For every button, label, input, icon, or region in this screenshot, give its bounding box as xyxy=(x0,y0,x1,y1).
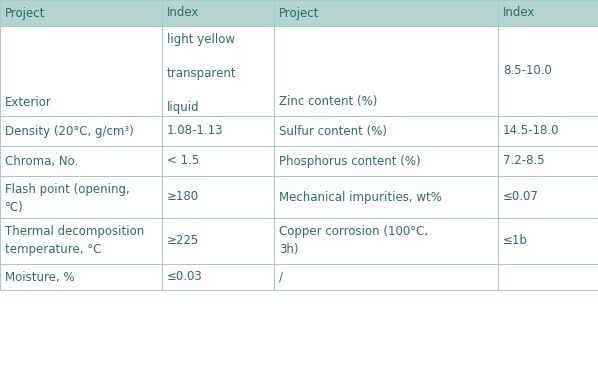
Bar xyxy=(498,146,598,176)
Text: 1.08-1.13: 1.08-1.13 xyxy=(167,124,224,138)
Text: Sulfur content (%): Sulfur content (%) xyxy=(279,124,387,138)
Text: light yellow

transparent

liquid: light yellow transparent liquid xyxy=(167,33,237,115)
Text: Thermal decomposition
temperature, °C: Thermal decomposition temperature, °C xyxy=(5,225,144,255)
Bar xyxy=(274,218,498,264)
Bar xyxy=(0,264,162,290)
Text: Mechanical impurities, wt%: Mechanical impurities, wt% xyxy=(279,190,442,203)
Bar xyxy=(162,218,274,264)
Text: Index: Index xyxy=(503,7,535,19)
Bar xyxy=(498,264,598,290)
Bar xyxy=(274,264,498,290)
Bar xyxy=(0,116,162,146)
Text: 8.5-10.0: 8.5-10.0 xyxy=(503,65,552,77)
Text: Zinc content (%): Zinc content (%) xyxy=(279,95,377,109)
Text: Index: Index xyxy=(167,7,199,19)
Bar xyxy=(162,264,274,290)
Bar xyxy=(274,0,498,26)
Bar xyxy=(162,0,274,26)
Bar xyxy=(498,116,598,146)
Text: /: / xyxy=(279,270,283,283)
Text: ≥180: ≥180 xyxy=(167,190,199,203)
Text: Copper corrosion (100°C,
3h): Copper corrosion (100°C, 3h) xyxy=(279,225,428,255)
Bar xyxy=(162,176,274,218)
Bar xyxy=(274,176,498,218)
Text: ≤1b: ≤1b xyxy=(503,235,528,247)
Bar xyxy=(0,176,162,218)
Bar xyxy=(0,146,162,176)
Text: 7.2-8.5: 7.2-8.5 xyxy=(503,155,545,167)
Text: Exterior: Exterior xyxy=(5,95,52,109)
Text: Flash point (opening,
°C): Flash point (opening, °C) xyxy=(5,184,130,214)
Text: Density (20°C, g/cm³): Density (20°C, g/cm³) xyxy=(5,124,134,138)
Text: ≥225: ≥225 xyxy=(167,235,199,247)
Bar xyxy=(498,176,598,218)
Bar xyxy=(274,116,498,146)
Bar xyxy=(0,26,162,116)
Bar xyxy=(498,0,598,26)
Bar xyxy=(274,146,498,176)
Text: Moisture, %: Moisture, % xyxy=(5,270,75,283)
Text: Project: Project xyxy=(5,7,45,19)
Text: Project: Project xyxy=(279,7,319,19)
Bar xyxy=(498,218,598,264)
Text: Phosphorus content (%): Phosphorus content (%) xyxy=(279,155,420,167)
Bar xyxy=(0,0,162,26)
Bar xyxy=(162,146,274,176)
Bar xyxy=(162,26,274,116)
Text: ≤0.03: ≤0.03 xyxy=(167,270,203,283)
Text: Chroma, No.: Chroma, No. xyxy=(5,155,78,167)
Bar xyxy=(0,218,162,264)
Bar xyxy=(162,116,274,146)
Bar xyxy=(274,26,498,116)
Bar xyxy=(498,26,598,116)
Text: < 1.5: < 1.5 xyxy=(167,155,199,167)
Text: 14.5-18.0: 14.5-18.0 xyxy=(503,124,560,138)
Text: ≤0.07: ≤0.07 xyxy=(503,190,539,203)
